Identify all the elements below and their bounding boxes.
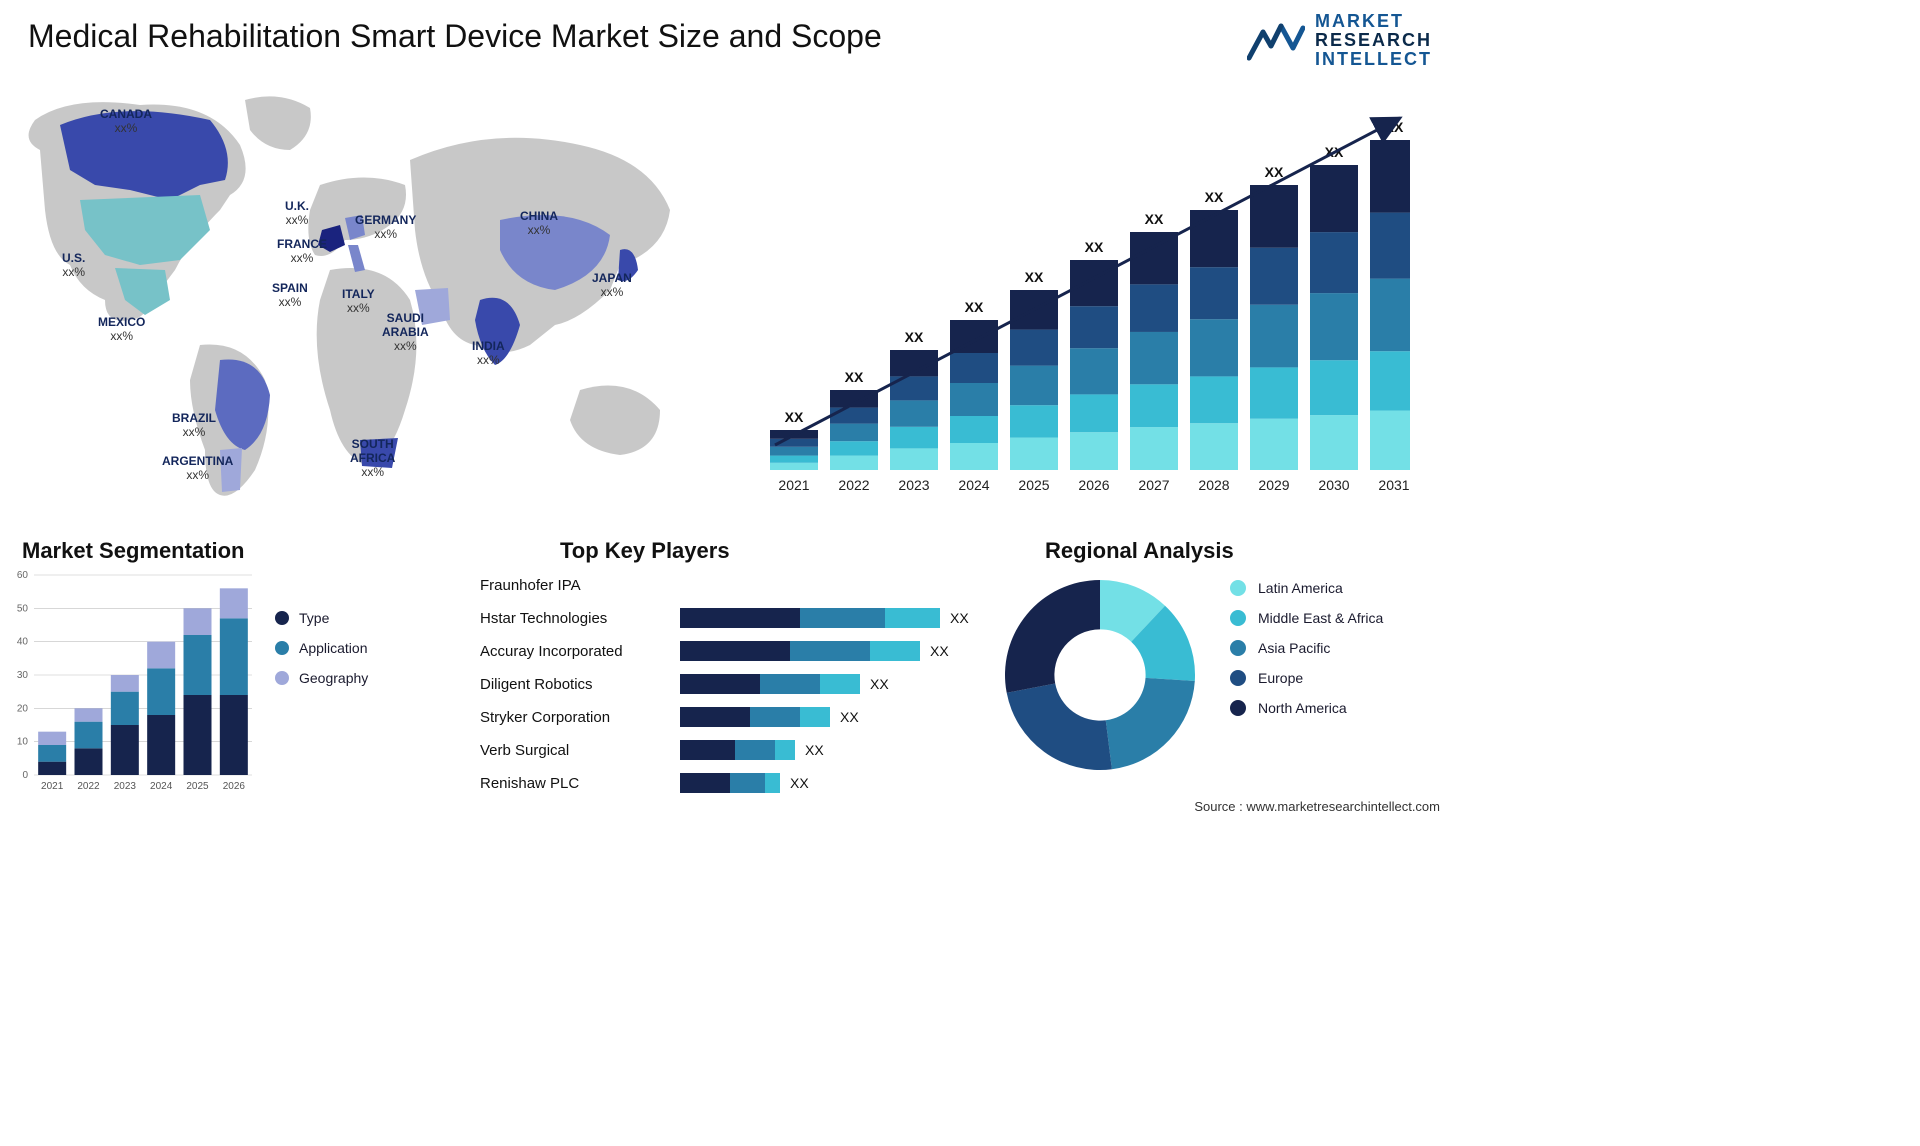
svg-text:2024: 2024 bbox=[150, 781, 173, 792]
key-player-bar bbox=[680, 608, 940, 628]
world-map: CANADAxx% U.S.xx% MEXICOxx% BRAZILxx% ARGENT… bbox=[10, 90, 700, 510]
svg-text:2023: 2023 bbox=[898, 477, 929, 493]
main-bar-chart: XX 2021 XX 2022 XX 2023 XX 2024 XX 2025 XX 2026 XX 20… bbox=[760, 110, 1410, 510]
key-player-value: XX bbox=[950, 610, 969, 626]
svg-text:2031: 2031 bbox=[1378, 477, 1409, 493]
svg-text:XX: XX bbox=[1085, 239, 1104, 255]
map-label-saudi-arabia: SAUDIARABIAxx% bbox=[382, 312, 429, 353]
svg-text:XX: XX bbox=[1145, 211, 1164, 227]
svg-text:2029: 2029 bbox=[1258, 477, 1289, 493]
svg-text:XX: XX bbox=[1205, 189, 1224, 205]
svg-text:30: 30 bbox=[17, 670, 29, 681]
segmentation-chart: 0 10 20 30 40 50 60 2021 2022 2023 2024 2025 2026 bbox=[8, 570, 258, 805]
key-player-row: Renishaw PLC XX bbox=[480, 768, 970, 798]
region-legend-asia-pacific: Asia Pacific bbox=[1230, 640, 1383, 656]
region-legend-latin-america: Latin America bbox=[1230, 580, 1383, 596]
key-player-value: XX bbox=[930, 643, 949, 659]
svg-text:2023: 2023 bbox=[114, 781, 137, 792]
svg-text:XX: XX bbox=[1025, 269, 1044, 285]
svg-text:2025: 2025 bbox=[1018, 477, 1049, 493]
key-player-row: Accuray Incorporated XX bbox=[480, 636, 970, 666]
map-label-spain: SPAINxx% bbox=[272, 282, 308, 310]
seg-legend-geography: Geography bbox=[275, 670, 368, 686]
key-player-name: Stryker Corporation bbox=[480, 709, 680, 726]
key-players-title: Top Key Players bbox=[560, 538, 730, 564]
svg-text:2026: 2026 bbox=[223, 781, 246, 792]
map-label-india: INDIAxx% bbox=[472, 340, 505, 368]
region-legend-middle-east-africa: Middle East & Africa bbox=[1230, 610, 1383, 626]
map-label-mexico: MEXICOxx% bbox=[98, 316, 145, 344]
svg-text:2028: 2028 bbox=[1198, 477, 1229, 493]
key-player-value: XX bbox=[840, 709, 859, 725]
key-player-bar bbox=[680, 707, 830, 727]
key-player-row: Stryker Corporation XX bbox=[480, 702, 970, 732]
regional-donut bbox=[1000, 575, 1200, 775]
key-player-row: Hstar Technologies XX bbox=[480, 603, 970, 633]
svg-text:40: 40 bbox=[17, 637, 29, 648]
key-player-name: Fraunhofer IPA bbox=[480, 577, 680, 594]
seg-legend-type: Type bbox=[275, 610, 368, 626]
logo-line3: INTELLECT bbox=[1315, 50, 1432, 69]
svg-text:XX: XX bbox=[905, 329, 924, 345]
seg-legend-application: Application bbox=[275, 640, 368, 656]
key-player-name: Renishaw PLC bbox=[480, 775, 680, 792]
key-player-bar bbox=[680, 674, 860, 694]
brand-logo: MARKET RESEARCH INTELLECT bbox=[1247, 12, 1432, 69]
svg-text:60: 60 bbox=[17, 570, 29, 581]
svg-text:XX: XX bbox=[965, 299, 984, 315]
key-player-row: Fraunhofer IPA bbox=[480, 570, 970, 600]
key-player-bar bbox=[680, 740, 795, 760]
key-player-row: Diligent Robotics XX bbox=[480, 669, 970, 699]
map-label-u-k-: U.K.xx% bbox=[285, 200, 309, 228]
svg-text:XX: XX bbox=[785, 409, 804, 425]
key-player-name: Accuray Incorporated bbox=[480, 643, 680, 660]
map-label-china: CHINAxx% bbox=[520, 210, 558, 238]
source-attribution: Source : www.marketresearchintellect.com bbox=[1194, 799, 1440, 814]
key-player-bar bbox=[680, 773, 780, 793]
map-label-u-s-: U.S.xx% bbox=[62, 252, 85, 280]
key-player-name: Hstar Technologies bbox=[480, 610, 680, 627]
regional-legend: Latin America Middle East & Africa Asia Pa… bbox=[1230, 580, 1383, 730]
key-player-bar bbox=[680, 641, 920, 661]
map-label-japan: JAPANxx% bbox=[592, 272, 632, 300]
segmentation-title: Market Segmentation bbox=[22, 538, 245, 564]
region-legend-north-america: North America bbox=[1230, 700, 1383, 716]
map-label-brazil: BRAZILxx% bbox=[172, 412, 216, 440]
key-player-name: Verb Surgical bbox=[480, 742, 680, 759]
svg-text:2022: 2022 bbox=[838, 477, 869, 493]
key-player-value: XX bbox=[790, 775, 809, 791]
svg-text:2026: 2026 bbox=[1078, 477, 1109, 493]
svg-text:50: 50 bbox=[17, 603, 29, 614]
key-players-chart: Fraunhofer IPAHstar TechnologiesXXAccura… bbox=[480, 570, 970, 801]
svg-text:XX: XX bbox=[1265, 164, 1284, 180]
key-player-name: Diligent Robotics bbox=[480, 676, 680, 693]
logo-mark-icon bbox=[1247, 18, 1305, 62]
svg-text:XX: XX bbox=[845, 369, 864, 385]
map-label-france: FRANCExx% bbox=[277, 238, 327, 266]
svg-text:0: 0 bbox=[22, 770, 28, 781]
key-player-row: Verb Surgical XX bbox=[480, 735, 970, 765]
svg-text:20: 20 bbox=[17, 703, 29, 714]
map-label-canada: CANADAxx% bbox=[100, 108, 152, 136]
key-player-value: XX bbox=[870, 676, 889, 692]
logo-line2: RESEARCH bbox=[1315, 31, 1432, 50]
svg-text:2024: 2024 bbox=[958, 477, 989, 493]
key-player-value: XX bbox=[805, 742, 824, 758]
svg-text:2022: 2022 bbox=[77, 781, 100, 792]
map-label-italy: ITALYxx% bbox=[342, 288, 375, 316]
svg-text:2021: 2021 bbox=[778, 477, 809, 493]
svg-text:2027: 2027 bbox=[1138, 477, 1169, 493]
page-title: Medical Rehabilitation Smart Device Mark… bbox=[28, 18, 882, 55]
map-label-argentina: ARGENTINAxx% bbox=[162, 455, 233, 483]
svg-text:2030: 2030 bbox=[1318, 477, 1349, 493]
svg-text:2021: 2021 bbox=[41, 781, 64, 792]
segmentation-legend: Type Application Geography bbox=[275, 610, 368, 700]
svg-text:2025: 2025 bbox=[186, 781, 209, 792]
map-label-germany: GERMANYxx% bbox=[355, 214, 416, 242]
logo-line1: MARKET bbox=[1315, 12, 1432, 31]
svg-text:10: 10 bbox=[17, 737, 29, 748]
region-legend-europe: Europe bbox=[1230, 670, 1383, 686]
regional-title: Regional Analysis bbox=[1045, 538, 1234, 564]
map-label-south-africa: SOUTHAFRICAxx% bbox=[350, 438, 395, 479]
